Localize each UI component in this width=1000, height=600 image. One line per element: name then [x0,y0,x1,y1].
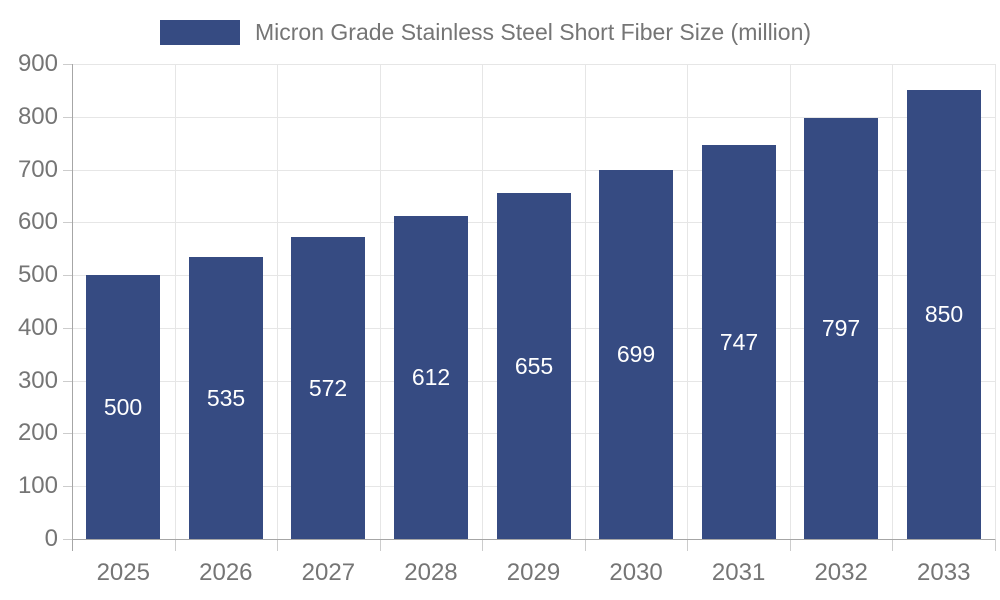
y-axis-label: 500 [17,261,58,289]
bar[interactable]: 500 [86,275,160,539]
bar-value-label: 699 [616,341,656,367]
x-gridline [687,64,689,539]
bar-value-label: 535 [206,384,246,411]
bar[interactable]: 797 [804,118,878,539]
x-axis-label: 2028 [404,559,458,586]
y-axis-tick [63,539,72,540]
x-gridline [892,64,894,539]
x-gridline [482,64,484,539]
y-axis-label: 300 [17,366,58,394]
legend-label: Micron Grade Stainless Steel Short Fiber… [255,18,812,45]
x-axis-tick [687,539,689,551]
x-gridline [174,64,176,539]
y-axis-label: 200 [17,419,58,447]
y-axis-label: 700 [17,155,58,183]
y-gridline [72,169,995,171]
x-axis-line [72,539,995,540]
x-axis-tick [482,539,484,551]
chart-legend[interactable]: Micron Grade Stainless Steel Short Fiber… [160,19,811,45]
x-axis-label: 2025 [96,559,150,586]
bar[interactable]: 747 [702,145,776,539]
x-gridline [584,64,586,539]
x-axis-label: 2030 [609,559,663,586]
x-axis-tick [789,539,791,551]
y-axis-label: 600 [17,208,58,236]
bar-value-label: 747 [719,328,759,355]
bar[interactable]: 850 [907,90,981,539]
y-axis-tick [63,486,72,488]
x-gridline [789,64,791,539]
x-axis-tick [584,539,586,551]
y-axis-line [72,64,73,551]
x-axis-label: 2032 [814,559,868,586]
x-axis-label: 2026 [199,559,253,586]
y-gridline [72,64,995,65]
y-axis-label: 400 [17,313,58,341]
x-gridline [277,64,279,539]
y-axis-label: 0 [44,525,58,552]
bar[interactable]: 535 [189,257,263,539]
y-axis-label: 800 [17,102,58,130]
y-axis-tick [63,327,72,329]
y-axis-tick [63,169,72,171]
x-axis-tick [174,539,176,551]
x-axis-label: 2031 [711,559,766,586]
bar[interactable]: 572 [291,237,365,539]
bar-value-label: 797 [821,315,861,341]
bar[interactable]: 612 [394,216,468,539]
bar-value-label: 612 [411,364,451,390]
x-gridline [995,64,996,539]
x-axis-tick [379,539,381,551]
y-axis-label: 100 [17,472,58,500]
y-axis-tick [63,433,72,435]
plot-area: 0 100 200 300 400 500 600 700 800 900 500 2025 535 20… [18,52,996,585]
y-gridline [72,116,995,118]
x-axis-tick [995,539,996,551]
x-axis-label: 2027 [301,559,356,586]
y-axis-tick [63,222,72,224]
y-axis-tick [63,116,72,118]
x-axis-label: 2033 [917,559,971,586]
x-axis-tick [277,539,279,551]
y-axis-tick [63,64,72,65]
legend-swatch [160,19,240,45]
x-axis-label: 2029 [506,559,561,586]
y-axis-tick [63,380,72,382]
bar[interactable]: 699 [599,170,673,539]
bar-value-label: 500 [103,393,143,420]
y-axis-tick [63,275,72,277]
bar-value-label: 572 [308,374,348,401]
bar-value-label: 655 [514,352,554,379]
y-axis-label: 900 [17,50,58,77]
x-axis-tick [892,539,894,551]
bar-value-label: 850 [924,301,964,327]
x-gridline [379,64,381,539]
bar[interactable]: 655 [497,193,571,539]
